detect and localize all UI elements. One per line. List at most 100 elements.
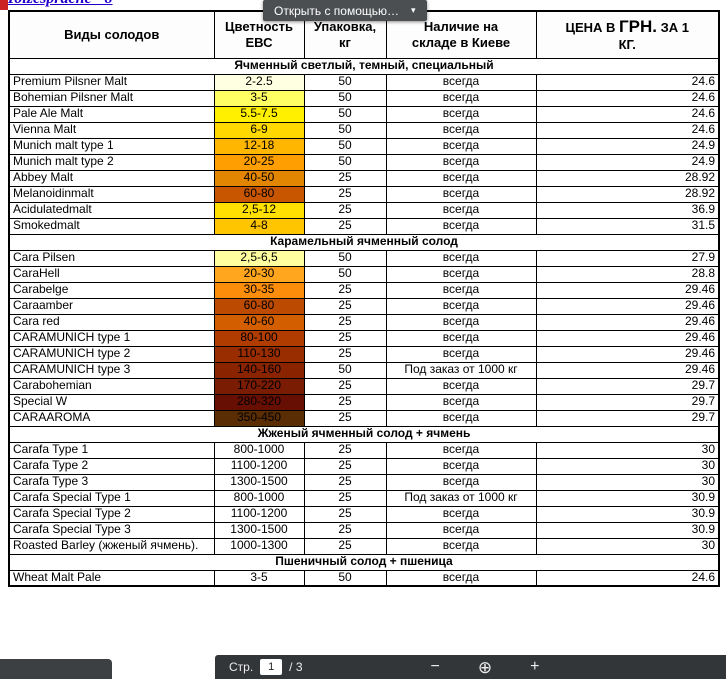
- malt-row: Caraamber 60-80 25 всегда 29.46: [8, 297, 720, 315]
- malt-row: Special W 280-320 25 всегда 29.7: [8, 393, 720, 411]
- ebc-value: 110-130: [213, 345, 305, 363]
- price-uah: 31.5: [535, 217, 720, 235]
- price-uah: 28.92: [535, 185, 720, 203]
- price-uah: 28.8: [535, 265, 720, 283]
- price-uah: 24.9: [535, 137, 720, 155]
- stock-status: всегда: [385, 73, 537, 91]
- malt-name: Carafa Special Type 3: [8, 521, 215, 539]
- ebc-value: 800-1000: [213, 441, 305, 459]
- price-uah: 29.46: [535, 281, 720, 299]
- ebc-value: 1000-1300: [213, 537, 305, 555]
- malt-name: Carafa Special Type 2: [8, 505, 215, 523]
- malt-price-table: Виды солодов Цветность ЕВС Упаковка, кг …: [8, 10, 720, 587]
- malt-name: CaraHell: [8, 265, 215, 283]
- price-uah: 30.9: [535, 521, 720, 539]
- pack-kg: 50: [303, 121, 387, 139]
- pack-kg: 25: [303, 505, 387, 523]
- malt-row: Carafa Type 2 1100-1200 25 всегда 30: [8, 457, 720, 475]
- malt-name: Roasted Barley (жженый ячмень).: [8, 537, 215, 555]
- stock-status: всегда: [385, 281, 537, 299]
- ebc-value: 140-160: [213, 361, 305, 379]
- page-number-input[interactable]: 1: [260, 659, 283, 675]
- malt-row: CARAAROMA 350-450 25 всегда 29.7: [8, 409, 720, 427]
- malt-name: CARAMUNICH type 1: [8, 329, 215, 347]
- price-uah: 24.6: [535, 569, 720, 587]
- malt-row: Premium Pilsner Malt 2-2.5 50 всегда 24.6: [8, 73, 720, 91]
- col-header-color-line2: ЕВС: [245, 34, 273, 50]
- malt-name: Vienna Malt: [8, 121, 215, 139]
- malt-row: Carafa Type 3 1300-1500 25 всегда 30: [8, 473, 720, 491]
- malt-name: Bohemian Pilsner Malt: [8, 89, 215, 107]
- stock-status: всегда: [385, 521, 537, 539]
- ebc-value: 800-1000: [213, 489, 305, 507]
- stock-status: всегда: [385, 505, 537, 523]
- pack-kg: 25: [303, 441, 387, 459]
- zoom-reset-icon[interactable]: ⊕: [477, 657, 493, 677]
- malt-row: CARAMUNICH type 3 140-160 50 Под заказ от 1…: [8, 361, 720, 379]
- pack-kg: 50: [303, 249, 387, 267]
- malt-name: Carabohemian: [8, 377, 215, 395]
- stock-status: всегда: [385, 537, 537, 555]
- ebc-value: 170-220: [213, 377, 305, 395]
- malt-name: Carafa Type 3: [8, 473, 215, 491]
- price-header-currency: ГРН.: [619, 17, 658, 36]
- malt-name: Special W: [8, 393, 215, 411]
- pack-kg: 25: [303, 393, 387, 411]
- stock-status: всегда: [385, 217, 537, 235]
- pack-kg: 25: [303, 473, 387, 491]
- zoom-in-button[interactable]: +: [530, 658, 540, 675]
- malt-name: Carafa Type 1: [8, 441, 215, 459]
- section-title-row: Ячменный светлый, темный, специальный: [8, 57, 720, 75]
- malt-row: Munich malt type 2 20-25 50 всегда 24.9: [8, 153, 720, 171]
- malt-name: Wheat Malt Pale: [8, 569, 215, 587]
- pack-kg: 25: [303, 281, 387, 299]
- ebc-value: 60-80: [213, 297, 305, 315]
- ebc-value: 4-8: [213, 217, 305, 235]
- pack-kg: 25: [303, 377, 387, 395]
- price-uah: 30: [535, 457, 720, 475]
- section-title: Карамельный ячменный солод: [8, 233, 720, 251]
- page-label: Стр.: [229, 660, 254, 674]
- pack-kg: 25: [303, 297, 387, 315]
- price-uah: 29.46: [535, 345, 720, 363]
- price-uah: 24.6: [535, 121, 720, 139]
- stock-status: всегда: [385, 377, 537, 395]
- malt-row: Abbey Malt 40-50 25 всегда 28.92: [8, 169, 720, 187]
- malt-name: Carafa Type 2: [8, 457, 215, 475]
- malt-name: Pale Ale Malt: [8, 105, 215, 123]
- pack-kg: 50: [303, 265, 387, 283]
- stock-status: всегда: [385, 201, 537, 219]
- pack-kg: 25: [303, 345, 387, 363]
- malt-row: Carabelge 30-35 25 всегда 29.46: [8, 281, 720, 299]
- price-uah: 30.9: [535, 505, 720, 523]
- ebc-value: 60-80: [213, 185, 305, 203]
- corner-mark: [0, 0, 8, 10]
- pack-kg: 25: [303, 521, 387, 539]
- open-with-button[interactable]: Открыть с помощью… ▾: [263, 0, 427, 21]
- malt-row: Munich malt type 1 12-18 50 всегда 24.9: [8, 137, 720, 155]
- malt-name: Cara Pilsen: [8, 249, 215, 267]
- malt-name: Melanoidinmalt: [8, 185, 215, 203]
- stock-status: всегда: [385, 153, 537, 171]
- stock-status: всегда: [385, 457, 537, 475]
- pack-kg: 25: [303, 537, 387, 555]
- ebc-value: 2-2.5: [213, 73, 305, 91]
- zoom-out-button[interactable]: −: [430, 658, 440, 675]
- col-header-packaging-line1: Упаковка,: [313, 18, 377, 34]
- malt-name: Acidulatedmalt: [8, 201, 215, 219]
- malt-row: Bohemian Pilsner Malt 3-5 50 всегда 24.6: [8, 89, 720, 107]
- ebc-value: 80-100: [213, 329, 305, 347]
- price-uah: 27.9: [535, 249, 720, 267]
- stock-status: Под заказ от 1000 кг: [385, 489, 537, 507]
- ebc-value: 2,5-12: [213, 201, 305, 219]
- malt-name: CARAMUNICH type 3: [8, 361, 215, 379]
- malt-row: Carafa Special Type 1 800-1000 25 Под заказ…: [8, 489, 720, 507]
- pack-kg: 25: [303, 217, 387, 235]
- document-title-link[interactable]: Tolzesprache" 8: [6, 0, 113, 8]
- download-bar-chip[interactable]: [0, 659, 112, 679]
- price-header-part3: КГ.: [618, 37, 636, 53]
- price-uah: 30: [535, 537, 720, 555]
- malt-row: Carafa Type 1 800-1000 25 всегда 30: [8, 441, 720, 459]
- pdf-toolbar: Стр. 1 / 3 − ⊕ +: [215, 655, 726, 679]
- ebc-value: 1300-1500: [213, 473, 305, 491]
